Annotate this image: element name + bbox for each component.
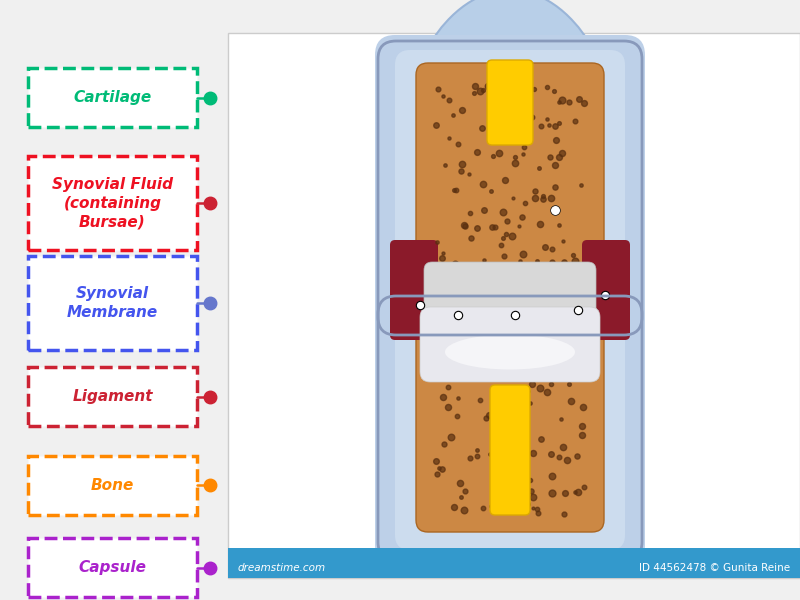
Text: Cartilage: Cartilage: [74, 90, 152, 105]
FancyBboxPatch shape: [395, 275, 625, 550]
FancyBboxPatch shape: [28, 538, 197, 598]
Text: Capsule: Capsule: [78, 560, 146, 575]
FancyBboxPatch shape: [582, 240, 630, 340]
Ellipse shape: [395, 0, 625, 370]
Text: Bone: Bone: [91, 478, 134, 493]
Text: dreamstime.com: dreamstime.com: [238, 563, 326, 573]
Text: Synovial Fluid
(containing
Bursae): Synovial Fluid (containing Bursae): [52, 177, 173, 229]
Text: ID 44562478 © Gunita Reine: ID 44562478 © Gunita Reine: [639, 563, 790, 573]
FancyBboxPatch shape: [420, 307, 600, 382]
Ellipse shape: [433, 280, 587, 320]
FancyBboxPatch shape: [28, 156, 197, 250]
FancyBboxPatch shape: [375, 35, 645, 340]
FancyBboxPatch shape: [28, 456, 197, 515]
Ellipse shape: [445, 335, 575, 370]
FancyBboxPatch shape: [28, 256, 197, 350]
FancyBboxPatch shape: [228, 33, 800, 578]
FancyBboxPatch shape: [416, 63, 604, 307]
FancyBboxPatch shape: [487, 60, 533, 145]
FancyBboxPatch shape: [416, 298, 604, 532]
FancyBboxPatch shape: [424, 262, 596, 333]
FancyBboxPatch shape: [438, 270, 582, 330]
FancyBboxPatch shape: [375, 260, 645, 565]
FancyBboxPatch shape: [395, 50, 625, 325]
FancyBboxPatch shape: [448, 270, 572, 322]
FancyBboxPatch shape: [28, 367, 197, 427]
Text: Synovial
Membrane: Synovial Membrane: [67, 286, 158, 320]
FancyBboxPatch shape: [28, 68, 197, 127]
FancyBboxPatch shape: [490, 385, 530, 515]
FancyBboxPatch shape: [390, 240, 438, 340]
Text: Ligament: Ligament: [72, 389, 153, 404]
Bar: [228, 548, 800, 578]
